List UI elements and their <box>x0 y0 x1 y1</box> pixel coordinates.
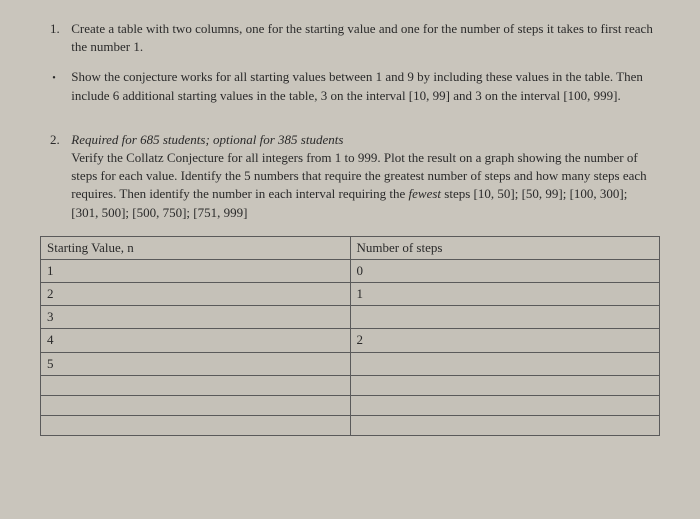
cell-starting-value <box>41 415 351 435</box>
cell-steps: 0 <box>350 259 660 282</box>
cell-steps <box>350 395 660 415</box>
q1-para2: Show the conjecture works for all starti… <box>71 68 657 104</box>
cell-steps <box>350 352 660 375</box>
cell-starting-value: 5 <box>41 352 351 375</box>
table-row <box>41 415 660 435</box>
q1-number: 1. <box>40 20 68 38</box>
cell-starting-value: 4 <box>41 329 351 352</box>
cell-steps: 2 <box>350 329 660 352</box>
bullet-dot-icon: • <box>40 68 68 86</box>
table-row: 5 <box>41 352 660 375</box>
cell-starting-value <box>41 395 351 415</box>
table-row <box>41 395 660 415</box>
table-row: 3 <box>41 306 660 329</box>
cell-starting-value <box>41 375 351 395</box>
cell-starting-value: 2 <box>41 283 351 306</box>
cell-steps <box>350 415 660 435</box>
question-2: 2. Required for 685 students; optional f… <box>40 131 660 222</box>
table-row <box>41 375 660 395</box>
table-row: 21 <box>41 283 660 306</box>
q2-body: Required for 685 students; optional for … <box>71 131 657 222</box>
q2-number: 2. <box>40 131 68 149</box>
collatz-table: Starting Value, n Number of steps 102134… <box>40 236 660 436</box>
q1-para1: Create a table with two columns, one for… <box>71 20 657 56</box>
question-1: 1. Create a table with two columns, one … <box>40 20 660 117</box>
cell-starting-value: 3 <box>41 306 351 329</box>
cell-steps <box>350 306 660 329</box>
q2-fewest: fewest <box>409 186 442 201</box>
table-row: 42 <box>41 329 660 352</box>
cell-steps <box>350 375 660 395</box>
q2-lead: Required for 685 students; optional for … <box>71 132 343 147</box>
header-starting-value: Starting Value, n <box>41 236 351 259</box>
table-row: 10 <box>41 259 660 282</box>
table-header-row: Starting Value, n Number of steps <box>41 236 660 259</box>
q1-body: Create a table with two columns, one for… <box>71 20 657 68</box>
cell-steps: 1 <box>350 283 660 306</box>
cell-starting-value: 1 <box>41 259 351 282</box>
q1-para2-wrap: Show the conjecture works for all starti… <box>71 68 657 116</box>
header-number-of-steps: Number of steps <box>350 236 660 259</box>
